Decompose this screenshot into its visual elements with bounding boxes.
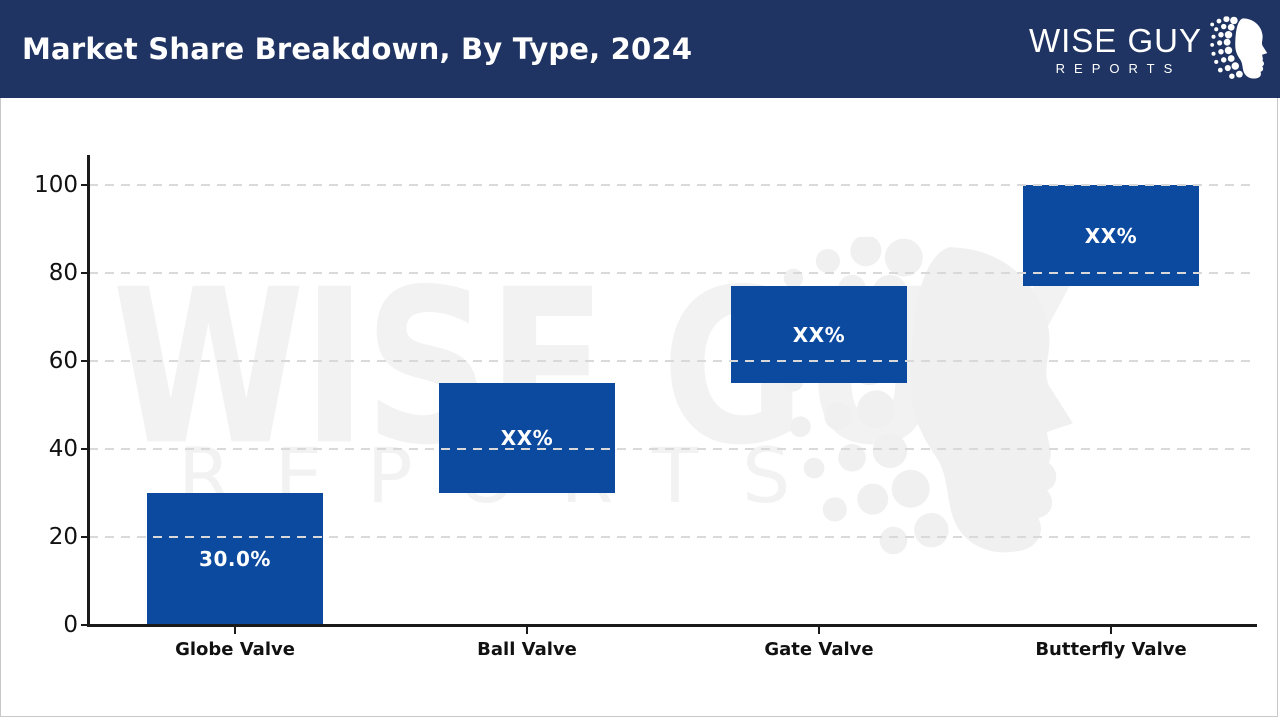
category-label: Globe Valve bbox=[175, 639, 295, 660]
bar-ball-valve: XX% bbox=[439, 383, 615, 493]
category-label: Gate Valve bbox=[764, 639, 874, 660]
bar-value-label: XX% bbox=[792, 322, 846, 347]
y-tick-label: 80 bbox=[48, 260, 78, 286]
y-tick-label: 100 bbox=[34, 172, 78, 198]
chart-title: Market Share Breakdown, By Type, 2024 bbox=[22, 32, 693, 66]
y-tick-label: 20 bbox=[48, 524, 78, 550]
gridline-60 bbox=[89, 360, 1257, 362]
category-label: Butterfly Valve bbox=[1035, 639, 1187, 660]
logo-face-icon bbox=[1204, 9, 1272, 89]
y-tick-40 bbox=[81, 448, 89, 450]
bar-value-label: XX% bbox=[1084, 223, 1138, 248]
x-tick-1 bbox=[526, 626, 528, 634]
logo-text: WISE GUY REPORTS bbox=[1029, 22, 1202, 76]
gridline-100 bbox=[89, 184, 1257, 186]
x-tick-0 bbox=[234, 626, 236, 634]
gridline-40 bbox=[89, 448, 1257, 450]
wiseguy-logo: WISE GUY REPORTS bbox=[1029, 4, 1272, 94]
x-tick-2 bbox=[818, 626, 820, 634]
bar-butterfly-valve: XX% bbox=[1023, 185, 1199, 287]
gridline-20 bbox=[89, 536, 1257, 538]
category-label: Ball Valve bbox=[477, 639, 577, 660]
y-tick-label: 60 bbox=[48, 348, 78, 374]
bar-value-label: 30.0% bbox=[199, 547, 271, 571]
y-axis-line bbox=[87, 155, 90, 627]
bar-gate-valve: XX% bbox=[731, 286, 907, 383]
y-tick-60 bbox=[81, 360, 89, 362]
y-tick-80 bbox=[81, 272, 89, 274]
y-tick-label: 0 bbox=[63, 612, 78, 638]
x-axis-line bbox=[87, 624, 1257, 627]
y-tick-label: 40 bbox=[48, 436, 78, 462]
y-tick-0 bbox=[81, 624, 89, 626]
logo-subtitle: REPORTS bbox=[1055, 61, 1182, 76]
y-tick-20 bbox=[81, 536, 89, 538]
bar-globe-valve: 30.0% bbox=[147, 493, 323, 625]
gridline-80 bbox=[89, 272, 1257, 274]
header-bar: Market Share Breakdown, By Type, 2024 WI… bbox=[0, 0, 1280, 98]
logo-wordmark: WISE GUY bbox=[1028, 22, 1202, 59]
x-tick-3 bbox=[1110, 626, 1112, 634]
y-tick-100 bbox=[81, 184, 89, 186]
bar-value-label: XX% bbox=[500, 426, 554, 450]
